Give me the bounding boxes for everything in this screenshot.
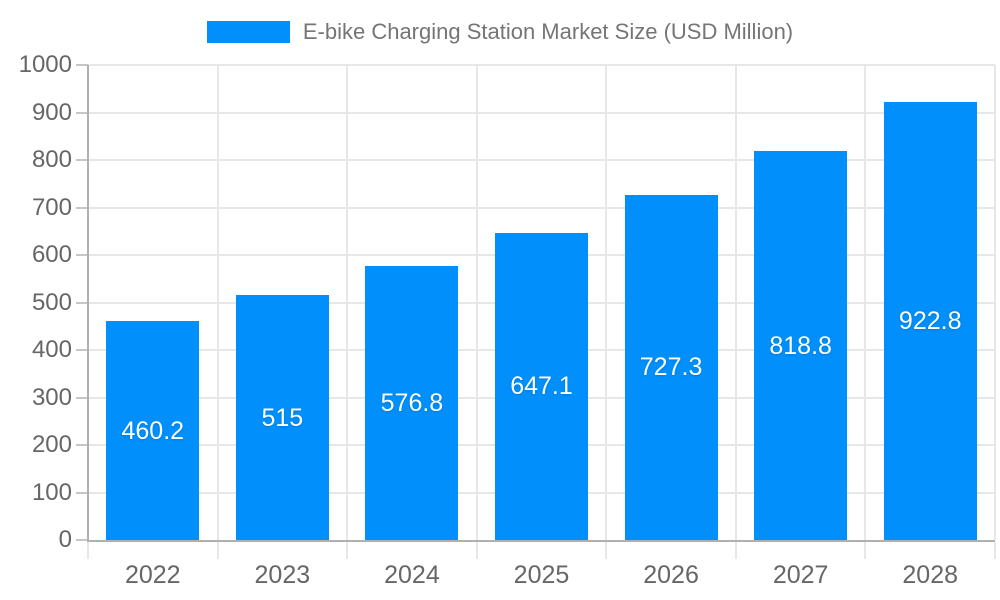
legend-swatch xyxy=(206,21,290,43)
y-axis-tick xyxy=(76,159,88,161)
y-axis-tick xyxy=(76,396,88,399)
y-axis-tick xyxy=(76,491,88,494)
y-axis-label: 1000 xyxy=(18,51,72,78)
y-axis-label: 700 xyxy=(31,193,72,221)
legend-label: E-bike Charging Station Market Size (USD… xyxy=(302,19,794,44)
gridline-horizontal xyxy=(88,206,995,209)
bar-value-label: 727.3 xyxy=(639,353,703,382)
y-axis-label: 100 xyxy=(31,478,72,506)
bar-value-label: 515 xyxy=(261,403,304,432)
x-axis-label: 2028 xyxy=(902,561,959,589)
bar-2026[interactable] xyxy=(624,194,718,540)
bar-value-label: 647.1 xyxy=(510,372,573,401)
y-axis-label: 900 xyxy=(31,98,72,126)
bar-value-label: 576.8 xyxy=(380,389,444,417)
x-axis-label: 2025 xyxy=(513,561,570,589)
y-axis-tick xyxy=(76,539,88,541)
x-axis-tick xyxy=(734,542,737,559)
y-axis-label: 400 xyxy=(31,336,72,363)
gridline-vertical xyxy=(864,65,867,540)
bar-2025[interactable] xyxy=(495,232,588,540)
gridline-horizontal xyxy=(88,159,995,161)
gridline-vertical xyxy=(216,65,219,540)
y-axis-tick xyxy=(76,349,88,351)
gridline-horizontal xyxy=(88,64,995,66)
y-axis-label: 800 xyxy=(31,146,72,173)
y-axis-label: 600 xyxy=(31,241,72,268)
bar-2022[interactable] xyxy=(106,321,200,540)
x-axis-tick xyxy=(216,542,219,559)
bar-2028[interactable] xyxy=(883,101,977,540)
bar-2024[interactable] xyxy=(365,266,459,540)
x-axis-tick xyxy=(864,542,867,559)
y-axis-tick xyxy=(76,111,88,114)
x-axis-label: 2027 xyxy=(772,561,829,589)
x-axis-tick xyxy=(87,542,89,559)
x-axis-tick xyxy=(346,542,349,559)
gridline-vertical xyxy=(346,65,349,540)
y-axis-label: 500 xyxy=(31,288,72,316)
x-axis-label: 2023 xyxy=(254,561,311,589)
gridline-vertical xyxy=(605,65,608,540)
x-axis-label: 2022 xyxy=(124,561,181,589)
gridline-horizontal xyxy=(88,111,995,114)
y-axis-tick xyxy=(76,254,88,256)
y-axis-tick xyxy=(76,206,88,209)
y-axis-line xyxy=(87,65,89,542)
gridline-vertical xyxy=(475,65,478,540)
legend[interactable]: E-bike Charging Station Market Size (USD… xyxy=(0,14,1000,50)
bar-value-label: 818.8 xyxy=(769,331,832,360)
x-axis-line xyxy=(88,540,995,542)
bar-2023[interactable] xyxy=(235,295,329,540)
y-axis-label: 200 xyxy=(31,431,72,458)
x-axis-tick xyxy=(994,542,996,559)
y-axis-label: 300 xyxy=(31,383,72,411)
bar-value-label: 922.8 xyxy=(898,306,962,335)
y-axis-label: 0 xyxy=(58,526,72,553)
x-axis-label: 2026 xyxy=(643,561,699,589)
x-axis-tick xyxy=(605,542,608,559)
x-axis-label: 2024 xyxy=(384,561,440,589)
gridline-vertical xyxy=(734,65,737,540)
gridline-vertical xyxy=(994,65,996,540)
y-axis-tick xyxy=(76,301,88,304)
bar-value-label: 460.2 xyxy=(121,416,185,445)
x-axis-tick xyxy=(475,542,478,559)
y-axis-tick xyxy=(76,444,88,446)
y-axis-tick xyxy=(76,64,88,66)
bar-2027[interactable] xyxy=(754,151,848,540)
